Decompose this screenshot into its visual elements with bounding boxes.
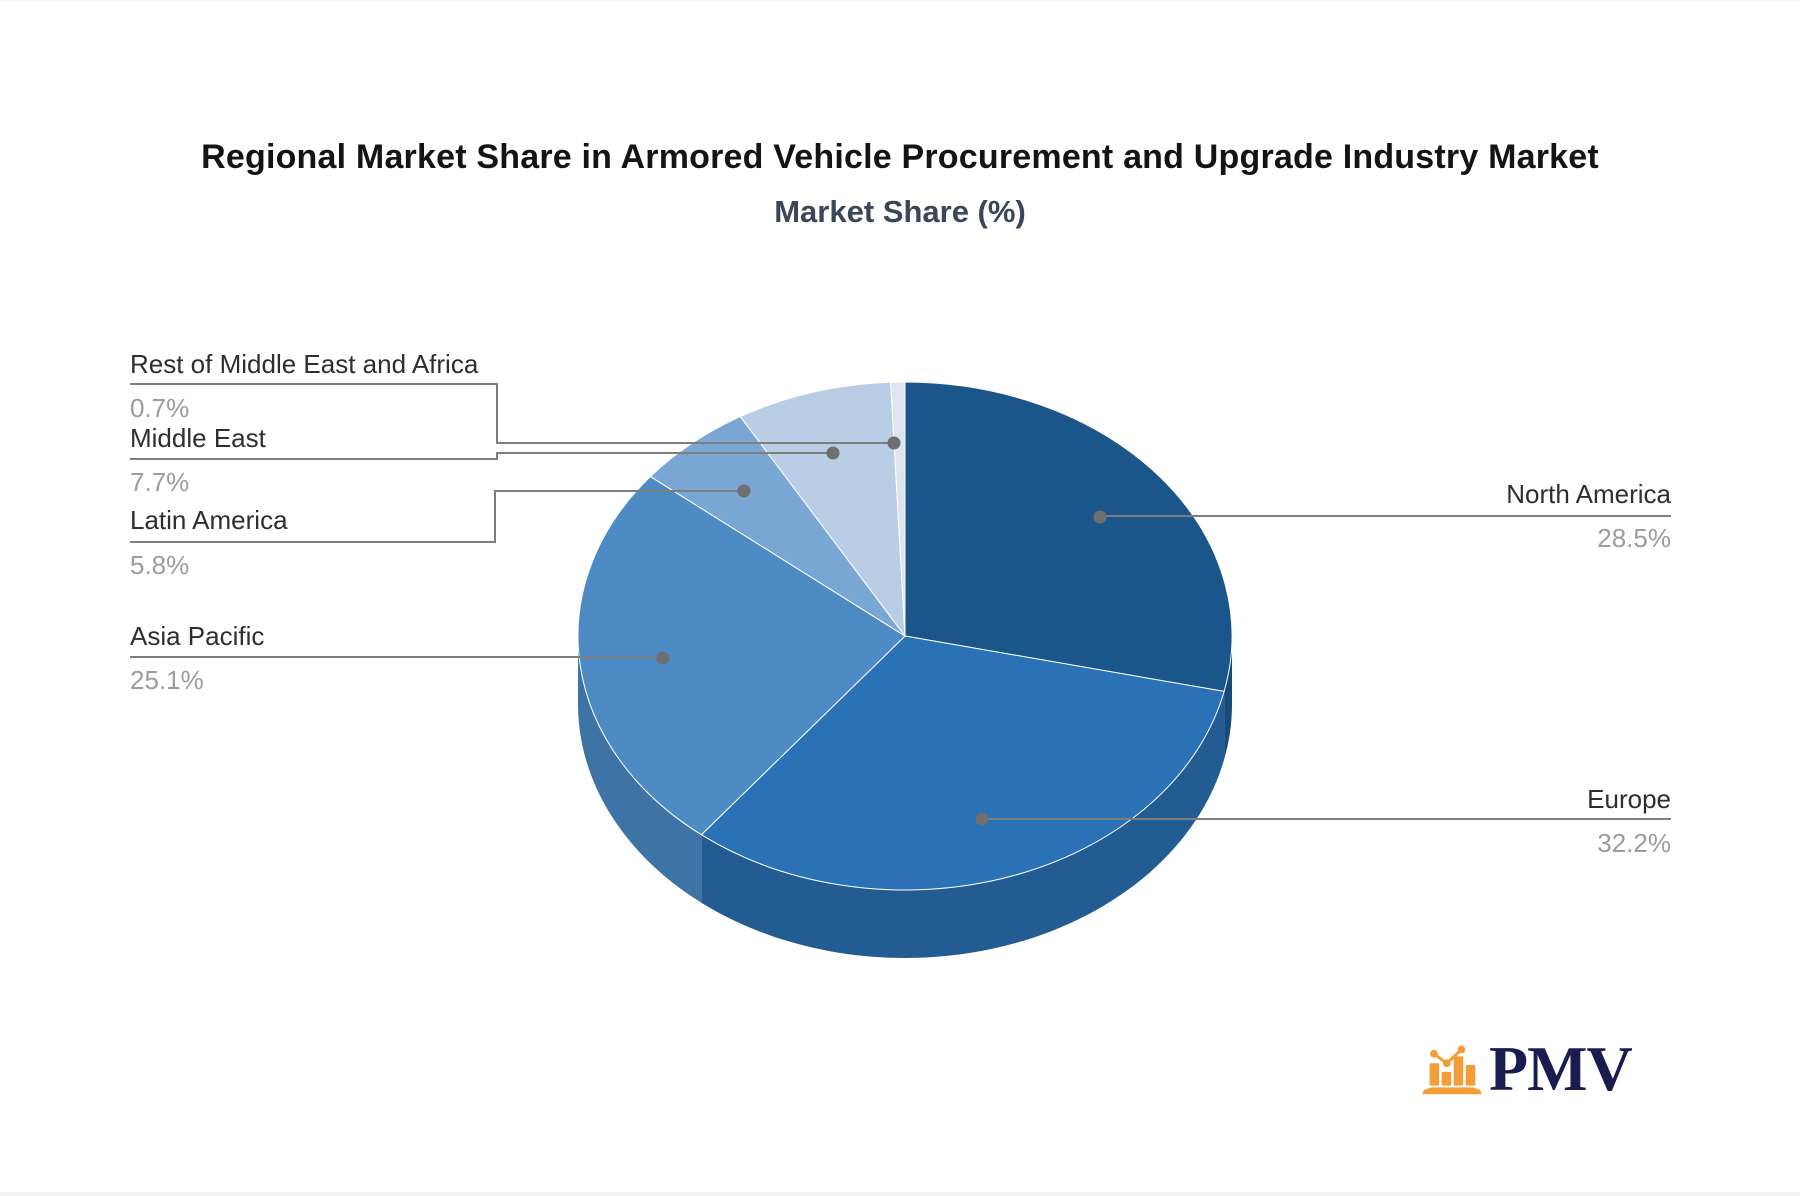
connector-line-rest-of-middle-east-and-africa	[130, 383, 894, 444]
connector-dot-middle-east	[826, 446, 840, 460]
connector-line-middle-east	[130, 452, 833, 460]
pie-slice-europe[interactable]	[700, 635, 1225, 891]
value-middle-east: 7.7%	[130, 467, 190, 497]
pie-slice-asia-pacific[interactable]	[577, 475, 906, 836]
pie-slice-middle-east[interactable]	[739, 381, 906, 638]
connector-dot-asia-pacific	[656, 651, 670, 665]
label-europe: Europe	[1587, 784, 1671, 814]
label-latin-america: Latin America	[130, 505, 288, 535]
pie-slice-north-america[interactable]	[904, 381, 1233, 692]
value-north-america: 28.5%	[1597, 523, 1671, 553]
chart-title: Regional Market Share in Armored Vehicle…	[201, 138, 1599, 176]
value-latin-america: 5.8%	[130, 550, 190, 580]
value-asia-pacific: 25.1%	[130, 665, 204, 695]
pmv-logo: PMV	[1421, 1036, 1681, 1106]
chart-subtitle: Market Share (%)	[774, 194, 1026, 229]
pie-slice-side-asia-pacific	[578, 636, 702, 903]
bar-chart-icon	[1422, 1045, 1482, 1095]
connector-line-latin-america	[130, 490, 744, 543]
label-middle-east: Middle East	[130, 423, 266, 453]
connector-dot-north-america	[1093, 510, 1107, 524]
connector-dot-rest-of-middle-east-and-africa	[887, 436, 901, 450]
page-edge	[0, 1192, 1800, 1196]
value-europe: 32.2%	[1597, 828, 1671, 858]
connector-dot-latin-america	[737, 484, 751, 498]
value-rest-of-middle-east-and-africa: 0.7%	[130, 393, 190, 423]
connector-dot-europe	[975, 812, 989, 826]
label-asia-pacific: Asia Pacific	[130, 621, 265, 651]
pmv-logo-text: PMV	[1489, 1033, 1633, 1104]
pie-slice-side-europe	[701, 691, 1225, 958]
label-north-america: North America	[1506, 479, 1671, 509]
label-rest-of-middle-east-and-africa: Rest of Middle East and Africa	[130, 349, 479, 379]
